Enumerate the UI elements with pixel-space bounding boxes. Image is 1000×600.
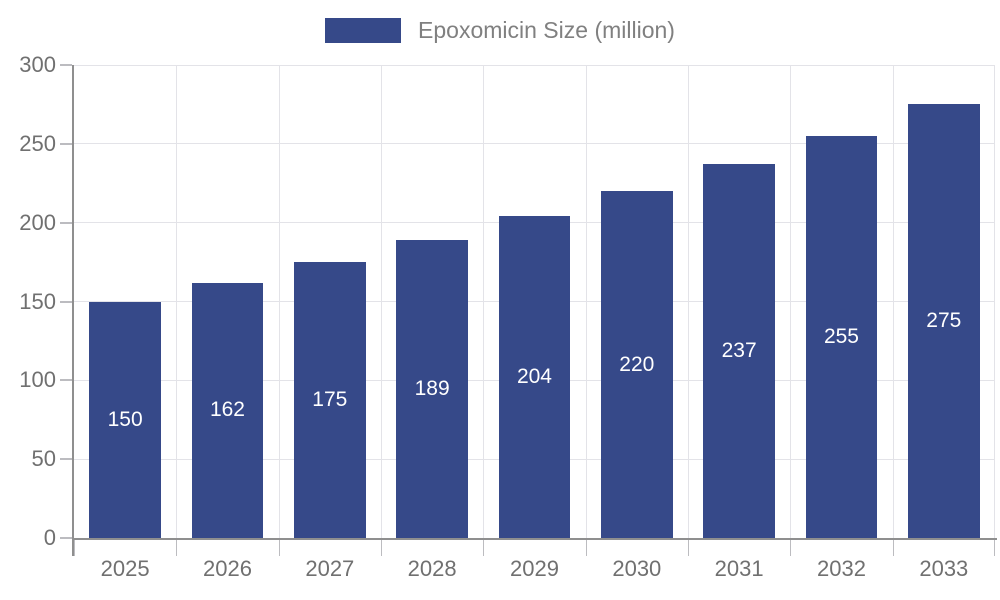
bar-value-label: 162 [209, 398, 245, 422]
y-tick-mark [60, 64, 72, 66]
bar-value-label: 189 [414, 377, 450, 400]
x-axis-label: 2029 [510, 556, 559, 581]
v-gridline [892, 65, 894, 538]
bar-value-label: 275 [926, 309, 962, 333]
x-tick-mark [381, 540, 382, 556]
bar: 220 [601, 191, 673, 538]
x-axis-label: 2032 [817, 556, 866, 581]
legend-swatch-icon [325, 18, 402, 43]
v-gridline [278, 65, 280, 538]
x-axis-label: 2031 [714, 556, 764, 581]
bar: 275 [908, 104, 980, 538]
bar: 204 [498, 216, 571, 538]
h-gridline [74, 143, 995, 145]
y-tick-label: 100 [19, 367, 56, 393]
v-gridline [790, 65, 792, 538]
x-tick-mark [994, 540, 995, 556]
legend[interactable]: Epoxomicin Size (million) [0, 18, 1000, 43]
x-tick-mark [892, 540, 894, 556]
legend-label: Epoxomicin Size (million) [418, 17, 675, 43]
h-gridline [74, 64, 995, 66]
y-tick-label: 300 [19, 52, 56, 77]
v-gridline [483, 65, 485, 538]
y-tick-label: 250 [19, 130, 56, 156]
bar: 255 [805, 135, 878, 538]
v-gridline [585, 65, 587, 538]
v-gridline [381, 65, 382, 538]
bar: 162 [191, 282, 264, 538]
plot-area: 150 162 175 189 204 220 237 255 275 [74, 64, 995, 538]
y-tick-label: 50 [31, 446, 56, 472]
y-tick-mark [60, 142, 72, 145]
x-axis-label: 2028 [407, 556, 457, 581]
v-gridline [688, 65, 689, 538]
x-axis-label: 2026 [203, 556, 252, 581]
v-gridline [994, 65, 995, 538]
bar-value-label: 175 [312, 388, 348, 412]
bar: 237 [703, 164, 775, 538]
v-gridline [176, 65, 178, 538]
bar-value-label: 150 [107, 407, 143, 431]
y-tick-mark [60, 458, 72, 461]
x-axis-label: 2025 [100, 556, 150, 581]
bar: 175 [294, 262, 366, 538]
y-tick-mark [60, 221, 72, 224]
y-tick-label: 0 [43, 525, 56, 550]
y-tick-label: 150 [19, 288, 56, 314]
x-axis-label: 2027 [305, 556, 355, 581]
x-tick-mark [790, 540, 792, 556]
y-tick-mark [60, 379, 72, 382]
y-tick-mark [60, 300, 72, 303]
bar: 150 [89, 301, 161, 538]
x-tick-mark [483, 540, 485, 556]
x-tick-mark [688, 540, 689, 556]
x-tick-mark [585, 540, 587, 556]
y-tick-label: 200 [19, 209, 56, 235]
x-tick-mark [176, 540, 178, 556]
x-axis-label: 2033 [919, 556, 969, 581]
bar-value-label: 204 [516, 365, 552, 389]
y-axis-line [72, 65, 74, 556]
bar: 189 [396, 240, 468, 538]
x-tick-mark [74, 540, 75, 556]
bar-value-label: 237 [721, 339, 757, 363]
y-tick-mark [60, 537, 72, 539]
x-axis-label: 2030 [612, 556, 662, 581]
bar-value-label: 220 [619, 352, 655, 376]
x-axis-line [72, 538, 997, 540]
x-tick-mark [278, 540, 280, 556]
bar-value-label: 255 [823, 324, 859, 348]
